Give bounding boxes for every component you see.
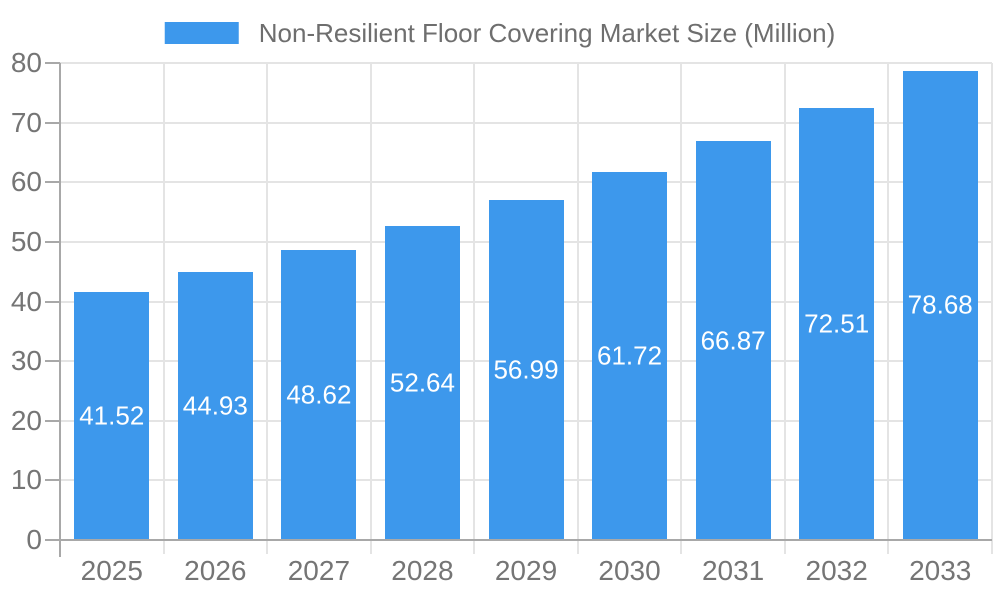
bar-value-label: 61.72 [597,340,663,371]
y-axis-tick [45,300,60,303]
y-axis-label: 30 [10,345,42,377]
bar-value-label: 72.51 [804,308,870,339]
bar[interactable]: 61.72 [592,171,668,540]
x-axis-label: 2027 [287,555,351,586]
bar[interactable]: 44.93 [177,272,253,540]
y-axis-tick [45,121,60,124]
bar[interactable]: 52.64 [384,226,460,540]
bar[interactable]: 41.52 [74,292,150,540]
y-axis-tick [45,360,60,363]
gridline-vertical [266,63,269,554]
y-axis-label: 0 [26,524,42,555]
x-axis-label: 2033 [909,555,972,586]
bar[interactable]: 48.62 [281,250,357,540]
bar-value-label: 44.93 [182,390,248,421]
gridline-horizontal [60,62,992,64]
gridline-vertical [680,63,683,554]
bar-value-label: 66.87 [700,325,766,356]
y-axis-label: 20 [10,404,42,436]
gridline-vertical [783,63,786,554]
gridline-vertical [162,63,165,554]
x-axis-label: 2029 [494,555,558,586]
y-axis-tick [45,62,60,64]
gridline-vertical [369,63,372,554]
y-axis-tick [45,181,60,184]
x-axis-label: 2030 [598,555,661,586]
x-axis-label: 2026 [184,555,247,586]
x-axis-label: 2031 [701,555,765,586]
bar-value-label: 41.52 [79,400,145,431]
y-axis-tick [45,479,60,482]
legend-swatch [164,22,239,44]
bar[interactable]: 66.87 [695,141,771,540]
x-axis-label: 2028 [391,555,454,586]
y-axis-line [59,63,61,557]
y-axis-tick [45,539,60,541]
x-axis-label: 2032 [805,555,868,586]
x-axis-line [60,539,992,541]
x-axis-label: 2025 [80,555,143,586]
bar[interactable]: 56.99 [488,200,564,540]
bar-value-label: 78.68 [907,289,973,320]
y-axis-label: 80 [10,47,42,78]
legend-label: Non-Resilient Floor Covering Market Size… [258,18,836,48]
bar-value-label: 52.64 [389,367,455,398]
gridline-horizontal [60,181,992,184]
bar[interactable]: 72.51 [799,107,875,540]
bar-value-label: 48.62 [286,379,352,410]
gridline-horizontal [60,121,992,124]
y-axis-label: 10 [10,464,42,496]
y-axis-label: 50 [10,225,42,257]
gridline-vertical [576,63,579,554]
gridline-vertical [887,63,890,554]
bar-value-label: 56.99 [493,354,559,385]
y-axis-label: 40 [10,285,42,317]
y-axis-tick [45,240,60,243]
y-axis-label: 60 [10,166,42,198]
bar[interactable]: 78.68 [902,70,978,540]
y-axis-label: 70 [10,106,42,138]
y-axis-tick [45,419,60,422]
gridline-vertical [473,63,476,554]
gridline-vertical [991,63,993,554]
legend[interactable]: Non-Resilient Floor Covering Market Size… [164,18,836,48]
